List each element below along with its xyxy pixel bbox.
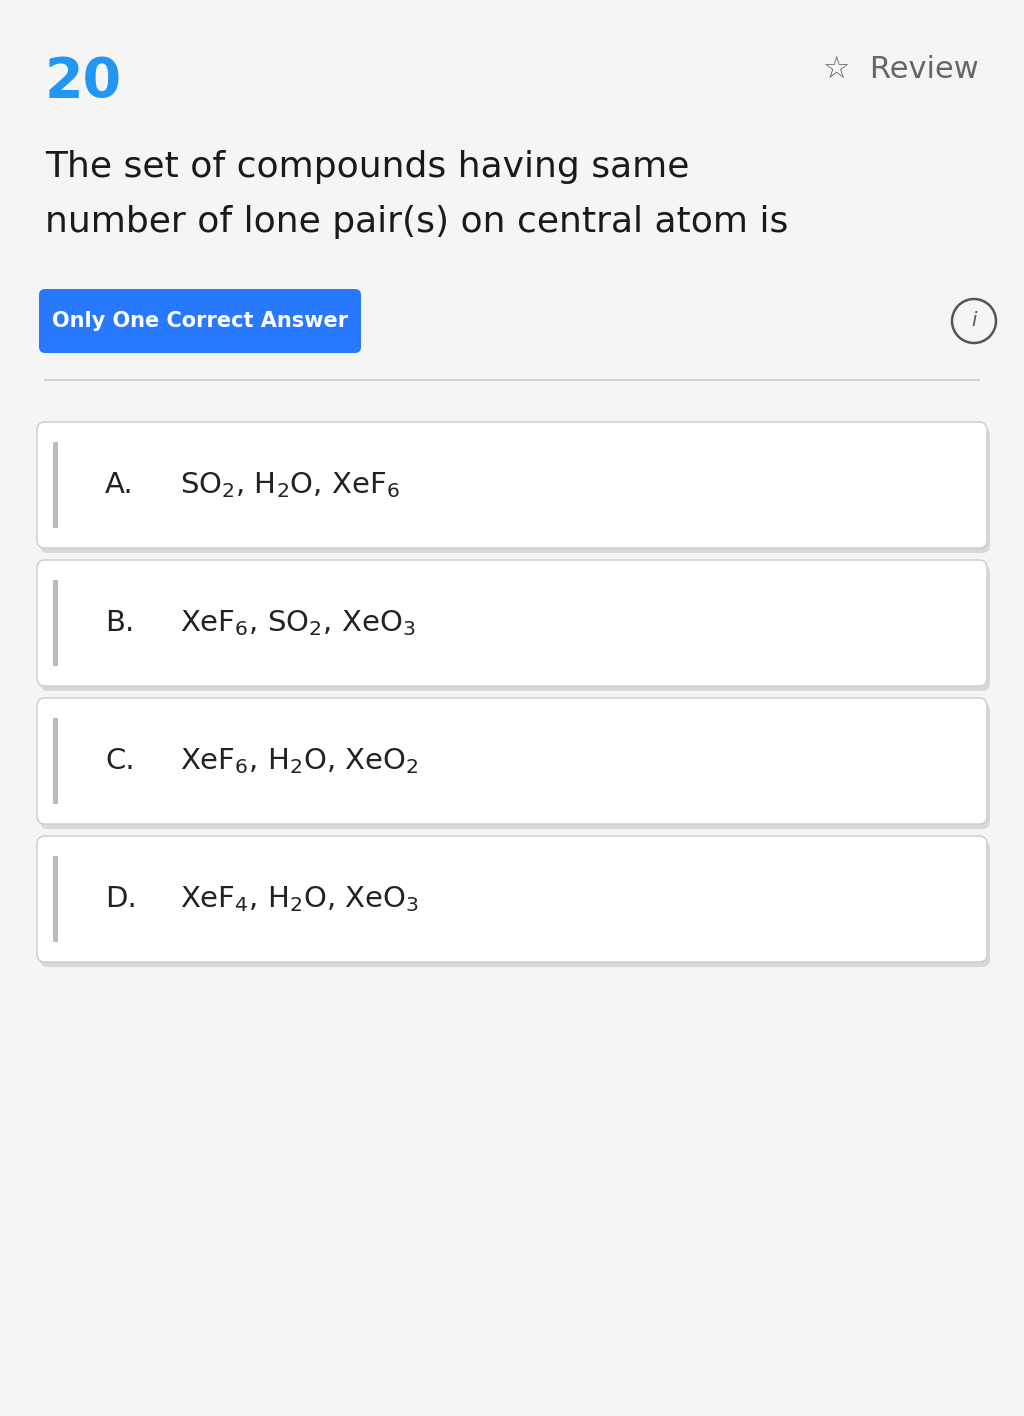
- Bar: [53, 718, 58, 804]
- FancyBboxPatch shape: [40, 428, 990, 554]
- FancyBboxPatch shape: [40, 841, 990, 967]
- Bar: [53, 581, 58, 666]
- FancyBboxPatch shape: [40, 565, 990, 691]
- Text: 20: 20: [45, 55, 122, 109]
- Text: Only One Correct Answer: Only One Correct Answer: [52, 312, 348, 331]
- Text: i: i: [972, 312, 977, 330]
- FancyBboxPatch shape: [37, 698, 987, 824]
- FancyBboxPatch shape: [40, 702, 990, 828]
- Text: XeF$_6$, SO$_2$, XeO$_3$: XeF$_6$, SO$_2$, XeO$_3$: [180, 607, 416, 637]
- FancyBboxPatch shape: [37, 559, 987, 685]
- Bar: [53, 857, 58, 942]
- Text: ☆  Review: ☆ Review: [823, 55, 979, 84]
- Text: XeF$_6$, H$_2$O, XeO$_2$: XeF$_6$, H$_2$O, XeO$_2$: [180, 746, 419, 776]
- Text: SO$_2$, H$_2$O, XeF$_6$: SO$_2$, H$_2$O, XeF$_6$: [180, 470, 400, 500]
- FancyBboxPatch shape: [39, 289, 361, 353]
- Text: B.: B.: [105, 609, 134, 637]
- FancyBboxPatch shape: [37, 835, 987, 961]
- Bar: [53, 442, 58, 528]
- FancyBboxPatch shape: [37, 422, 987, 548]
- Text: C.: C.: [105, 748, 134, 775]
- Text: number of lone pair(s) on central atom is: number of lone pair(s) on central atom i…: [45, 205, 788, 239]
- Text: A.: A.: [105, 472, 133, 498]
- Text: D.: D.: [105, 885, 137, 913]
- Text: XeF$_4$, H$_2$O, XeO$_3$: XeF$_4$, H$_2$O, XeO$_3$: [180, 884, 419, 913]
- Text: The set of compounds having same: The set of compounds having same: [45, 150, 689, 184]
